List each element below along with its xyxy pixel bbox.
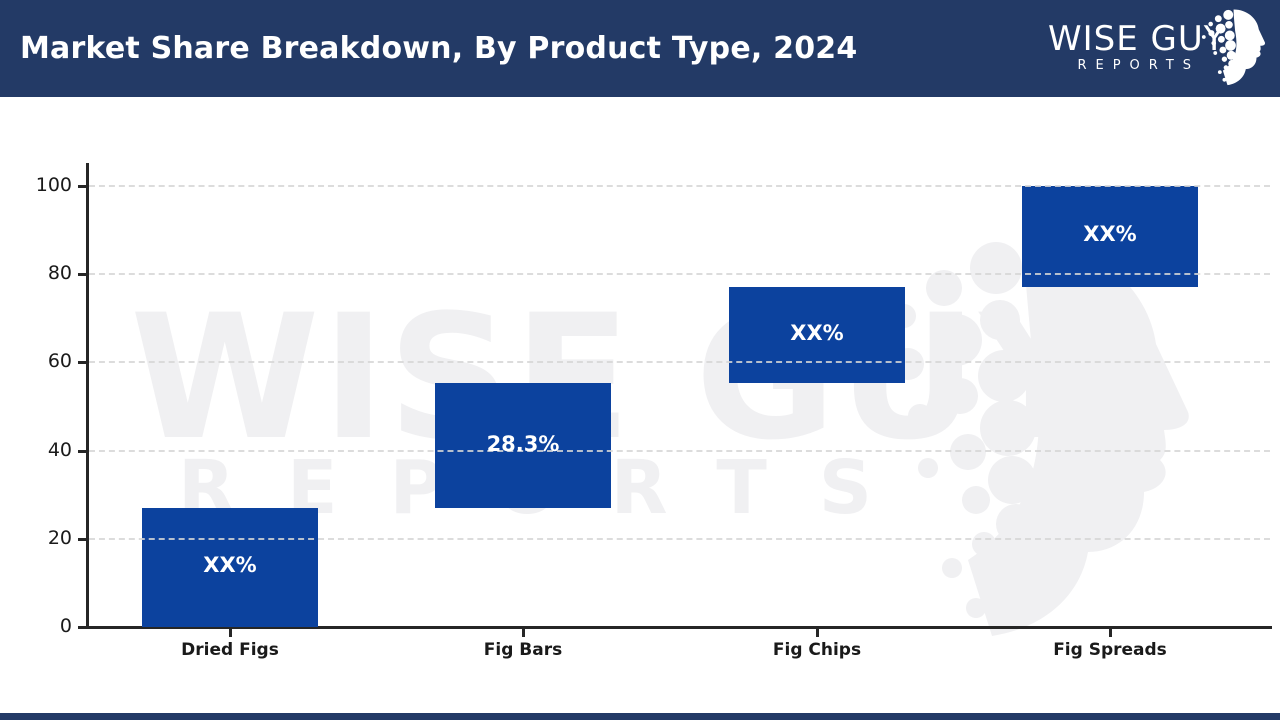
y-axis-tick [78,361,86,365]
bar-value-label: XX% [203,553,257,578]
x-category-label: Dried Figs [181,640,279,660]
y-tick-label: 80 [47,262,72,285]
x-axis-tick [1109,629,1112,637]
bar-segment [729,286,905,384]
y-tick-label: 60 [47,350,72,373]
x-category-label: Fig Bars [483,640,563,660]
footer-band [0,713,1280,720]
watermark-head-dots-icon [800,217,1200,687]
y-axis-tick [78,449,86,453]
bar-segment [1022,186,1198,287]
y-axis-tick [78,185,86,188]
brand-subname: REPORTS [1077,58,1201,73]
x-axis-tick [816,629,819,637]
gridline [89,361,1270,364]
bar-value-label: XX% [790,321,844,346]
y-tick-label: 20 [47,526,72,549]
gridline [89,185,1270,187]
x-axis-tick [229,629,232,637]
gridline [89,449,1270,452]
brand-wordmark: WISE GUY REPORTS [1048,22,1226,73]
header-band: Market Share Breakdown, By Product Type,… [0,0,1280,97]
y-axis-tick [78,273,86,277]
brand-head-dots-icon [1188,8,1270,92]
gridline [89,537,1270,540]
bar-value-label: XX% [1083,222,1137,247]
brand-name: WISE GUY [1048,19,1226,59]
chart-title: Market Share Breakdown, By Product Type,… [20,31,858,66]
y-tick-label: 40 [47,438,72,461]
watermark-wordmark: WISE GUY [130,277,1107,478]
x-category-label: Fig Spreads [1053,640,1167,660]
bar-segment [142,507,318,627]
brand-logo: WISE GUY REPORTS [1020,4,1270,94]
y-axis-tick [78,626,86,629]
y-axis-line [86,163,89,629]
gridline [89,273,1270,276]
bar-value-label: 28.3% [486,431,560,456]
bar-segment [435,383,611,508]
y-axis-tick [78,537,86,541]
x-axis-line [86,626,1272,629]
x-axis-tick [522,629,525,637]
x-category-label: Fig Chips [772,640,862,660]
y-tick-label: 0 [59,615,72,637]
y-tick-label: 100 [35,174,72,196]
